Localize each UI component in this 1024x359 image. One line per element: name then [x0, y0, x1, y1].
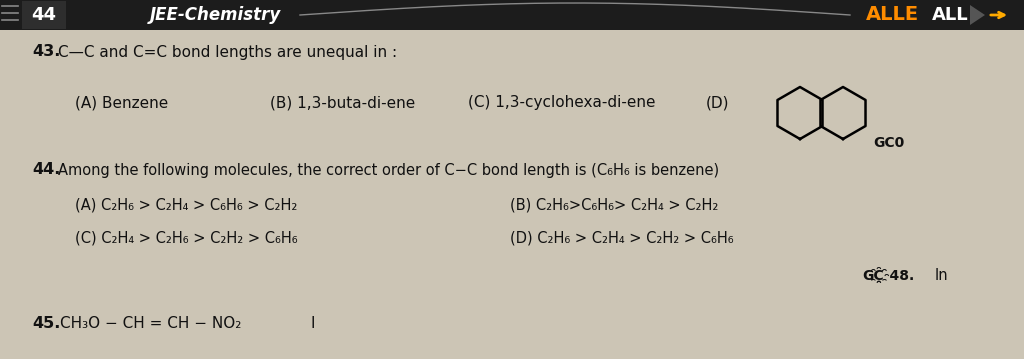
Bar: [0, 0, 1024, 30]
Text: (A) Benzene: (A) Benzene: [75, 95, 168, 111]
Text: In: In: [935, 267, 948, 283]
Text: GC҈48.: GC҈48.: [862, 267, 914, 283]
Text: 45.: 45.: [32, 316, 60, 331]
Text: JEE-Chemistry: JEE-Chemistry: [150, 6, 282, 24]
Text: (D): (D): [706, 95, 729, 111]
Text: (C) C₂H₄ > C₂H₆ > C₂H₂ > C₆H₆: (C) C₂H₄ > C₂H₆ > C₂H₂ > C₆H₆: [75, 230, 298, 246]
Text: (B) 1,3-buta-di-ene: (B) 1,3-buta-di-ene: [270, 95, 416, 111]
Text: (C) 1,3-cyclohexa-di-ene: (C) 1,3-cyclohexa-di-ene: [468, 95, 655, 111]
Text: C—C and C=C bond lengths are unequal in :: C—C and C=C bond lengths are unequal in …: [58, 45, 397, 60]
Text: 44: 44: [32, 6, 56, 24]
Text: ALLE: ALLE: [865, 5, 919, 24]
Polygon shape: [970, 5, 985, 25]
Text: (B) C₂H₆>C₆H₆> C₂H₄ > C₂H₂: (B) C₂H₆>C₆H₆> C₂H₄ > C₂H₂: [510, 197, 719, 213]
Text: 43.: 43.: [32, 45, 60, 60]
Text: ALL: ALL: [932, 6, 969, 24]
Text: (A) C₂H₆ > C₂H₄ > C₆H₆ > C₂H₂: (A) C₂H₆ > C₂H₄ > C₆H₆ > C₂H₂: [75, 197, 297, 213]
Bar: [22, 1, 66, 29]
Text: GC0: GC0: [873, 136, 904, 150]
Text: (D) C₂H₆ > C₂H₄ > C₂H₂ > C₆H₆: (D) C₂H₆ > C₂H₄ > C₂H₂ > C₆H₆: [510, 230, 733, 246]
Text: I: I: [310, 316, 314, 331]
Text: Among the following molecules, the correct order of C−C bond length is (C₆H₆ is : Among the following molecules, the corre…: [58, 163, 719, 177]
Text: 44.: 44.: [32, 163, 60, 177]
Text: CH₃O − CH = CH − NO₂: CH₃O − CH = CH − NO₂: [60, 316, 242, 331]
